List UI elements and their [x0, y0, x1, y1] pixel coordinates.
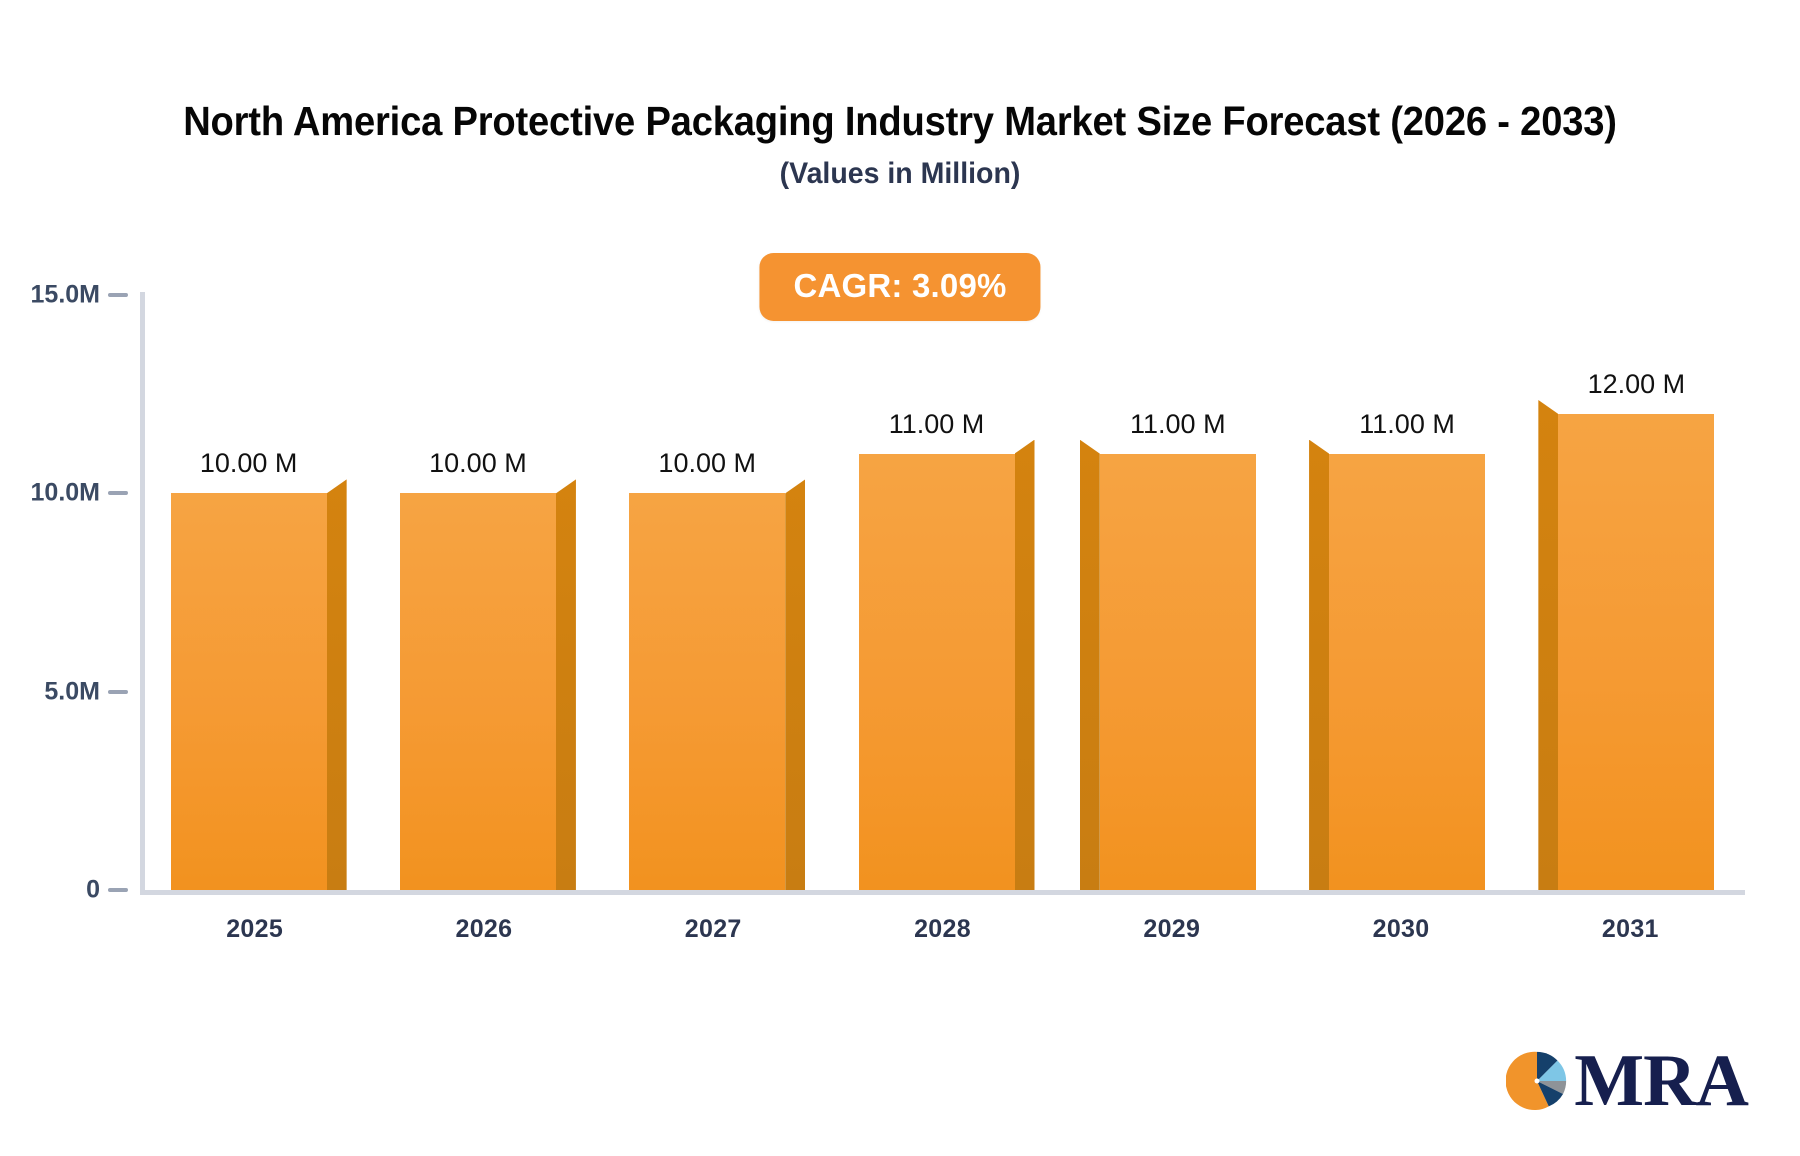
bar-side-face — [1309, 439, 1330, 890]
pie-chart-icon — [1506, 1051, 1567, 1111]
page-title: North America Protective Packaging Indus… — [183, 98, 1617, 144]
x-tick-label: 2028 — [914, 915, 971, 943]
x-tick-label: 2027 — [684, 915, 742, 943]
bar-front-face[interactable] — [1329, 453, 1486, 890]
x-tick-label: 2031 — [1601, 915, 1659, 943]
x-axis-line — [140, 890, 1745, 895]
y-tick-label: 10.0M — [30, 478, 100, 507]
title-block: North America Protective Packaging Indus… — [0, 98, 1800, 191]
y-tick-label: 15.0M — [30, 280, 100, 309]
y-tick-label: 5.0M — [44, 677, 100, 706]
mra-logo: MRA — [1506, 1040, 1749, 1122]
plot-area: 10.00 M 10.00 M 10.00 M 11.00 M 11.00 M 11.00… — [31, 281, 1745, 904]
bar-side-face — [1538, 400, 1559, 890]
bar-side-face — [1014, 439, 1035, 890]
bar-front-face[interactable] — [170, 493, 327, 890]
y-tick-label: 0 — [86, 875, 100, 904]
bar-front-face[interactable] — [1099, 453, 1256, 890]
bar-front-face[interactable] — [858, 453, 1015, 890]
y-tick-mark — [108, 689, 128, 694]
bar-side-face — [1079, 439, 1100, 890]
bar-side-face — [555, 479, 576, 890]
bar-value-label: 11.00 M — [1130, 408, 1226, 439]
bar-value-label: 11.00 M — [888, 408, 985, 439]
bar-front-face[interactable] — [1558, 414, 1715, 890]
y-tick-mark — [108, 491, 128, 496]
bar-front-face[interactable] — [399, 493, 556, 890]
x-tick-label: 2026 — [455, 915, 513, 943]
bar-value-label: 10.00 M — [429, 448, 527, 479]
chart-subtitle: (Values in Million) — [779, 157, 1021, 191]
x-tick-label: 2030 — [1372, 915, 1430, 943]
y-axis-line — [140, 292, 145, 895]
bar-value-label: 10.00 M — [658, 448, 756, 479]
bar-value-label: 12.00 M — [1587, 369, 1686, 399]
x-tick-label: 2029 — [1143, 915, 1201, 943]
y-tick-mark — [108, 293, 128, 297]
logo-text: MRA — [1574, 1040, 1749, 1122]
cagr-badge: CAGR: 3.09% — [759, 253, 1041, 321]
y-tick-mark — [108, 888, 128, 892]
bar-side-face — [326, 479, 347, 890]
bar-value-label: 11.00 M — [1359, 408, 1455, 439]
x-tick-label: 2025 — [226, 915, 284, 943]
bar-value-label: 10.00 M — [199, 448, 298, 479]
bars-layer: 10.00 M 10.00 M 10.00 M 11.00 M 11.00 M 11.00… — [140, 292, 1745, 895]
bar-front-face[interactable] — [629, 493, 786, 890]
bar-side-face — [785, 479, 806, 890]
